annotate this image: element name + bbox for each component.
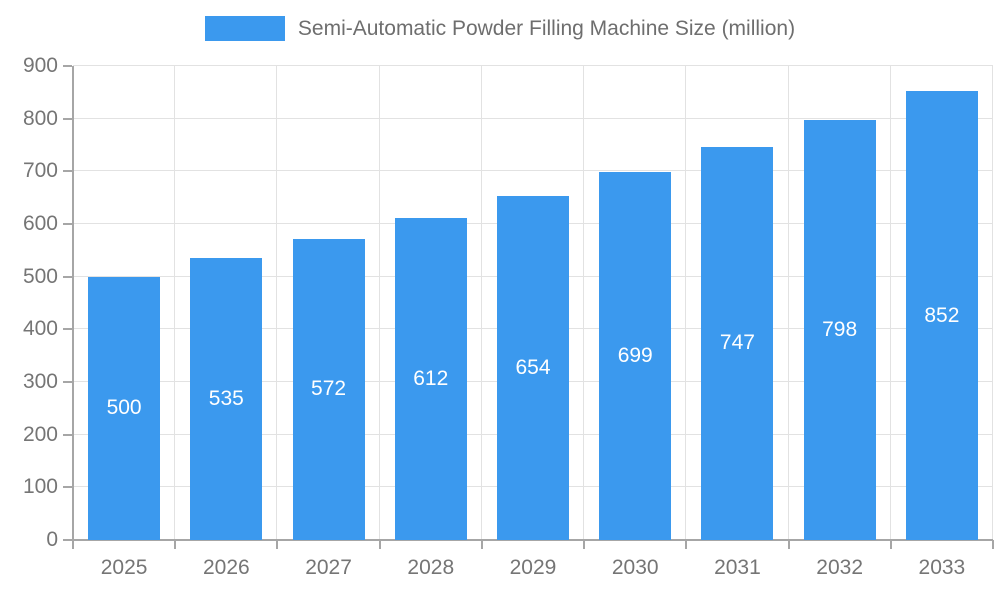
y-axis-label: 100 [22, 475, 58, 499]
bar-value-label: 654 [515, 355, 551, 379]
y-axis-label: 500 [22, 264, 58, 288]
y-axis-label: 400 [22, 317, 58, 341]
bar-value-label: 852 [924, 303, 960, 327]
x-gridline [685, 66, 687, 540]
x-axis-tick [889, 540, 892, 549]
bar-2030[interactable]: 699 [599, 171, 672, 540]
x-axis-label: 2026 [202, 556, 250, 579]
x-axis-tick [276, 540, 279, 549]
x-axis-tick [583, 540, 586, 549]
x-axis-tick [480, 540, 483, 549]
x-gridline [276, 66, 278, 540]
bar-2029[interactable]: 654 [497, 195, 569, 540]
legend-swatch-icon [204, 16, 285, 41]
bar-2027[interactable]: 572 [292, 238, 365, 540]
x-axis-label: 2028 [407, 556, 455, 579]
x-axis-tick [174, 540, 177, 549]
y-axis-tick [63, 65, 72, 67]
bar-value-label: 500 [106, 396, 142, 420]
x-gridline [174, 66, 176, 540]
y-axis-label: 0 [46, 528, 58, 551]
bar-value-label: 798 [822, 317, 858, 341]
bar-value-label: 747 [719, 331, 755, 355]
legend-label: Semi-Automatic Powder Filling Machine Si… [297, 17, 796, 40]
y-gridline [73, 65, 993, 66]
x-axis-label: 2029 [509, 556, 557, 579]
y-axis-tick [63, 486, 72, 489]
y-axis-label: 900 [22, 54, 58, 77]
x-gridline [583, 66, 585, 540]
x-axis-line [73, 539, 993, 541]
y-axis-label: 700 [22, 159, 58, 183]
y-axis-tick [63, 170, 72, 173]
x-axis-tick [787, 540, 790, 549]
y-axis-label: 300 [22, 370, 58, 393]
x-axis-label: 2033 [918, 556, 966, 579]
bar-2031[interactable]: 747 [701, 146, 774, 540]
x-axis-label: 2031 [714, 556, 761, 579]
x-axis-label: 2027 [305, 556, 352, 579]
x-axis-tick [378, 540, 381, 549]
bar-2033[interactable]: 852 [905, 91, 978, 540]
y-axis-tick [63, 328, 72, 331]
y-axis-tick [63, 117, 72, 120]
y-axis-tick [63, 381, 72, 383]
x-axis-tick [685, 540, 688, 549]
y-axis-label: 800 [22, 106, 58, 130]
x-gridline [378, 66, 380, 540]
x-axis-tick [72, 540, 74, 549]
y-axis-line [72, 66, 74, 540]
x-axis-label: 2032 [816, 556, 864, 579]
x-gridline [889, 66, 891, 540]
y-axis-tick [63, 275, 72, 278]
plot-area: 0 100 200 300 400 500 600 700 800 900 500 2025 535 20… [23, 54, 994, 579]
x-axis-label: 2025 [100, 556, 148, 579]
y-gridline [73, 117, 993, 119]
y-axis-tick [63, 433, 72, 436]
bar-2026[interactable]: 535 [190, 258, 263, 540]
y-gridline [73, 170, 993, 172]
bar-value-label: 612 [413, 366, 449, 390]
x-gridline [992, 66, 993, 540]
bar-2028[interactable]: 612 [394, 217, 467, 540]
y-axis-label: 200 [22, 422, 58, 446]
legend[interactable]: Semi-Automatic Powder Filling Machine Si… [0, 16, 1000, 41]
x-axis-tick [992, 540, 994, 549]
y-axis-label: 600 [22, 212, 58, 235]
bar-value-label: 535 [208, 387, 244, 411]
bar-value-label: 699 [617, 343, 653, 367]
bar-value-label: 572 [311, 377, 347, 401]
x-gridline [480, 66, 482, 540]
bar-2025[interactable]: 500 [88, 276, 161, 540]
x-gridline [787, 66, 789, 540]
y-axis-tick [63, 223, 72, 225]
bar-2032[interactable]: 798 [803, 119, 876, 540]
y-axis-tick [63, 539, 72, 541]
x-axis-label: 2030 [611, 556, 659, 579]
